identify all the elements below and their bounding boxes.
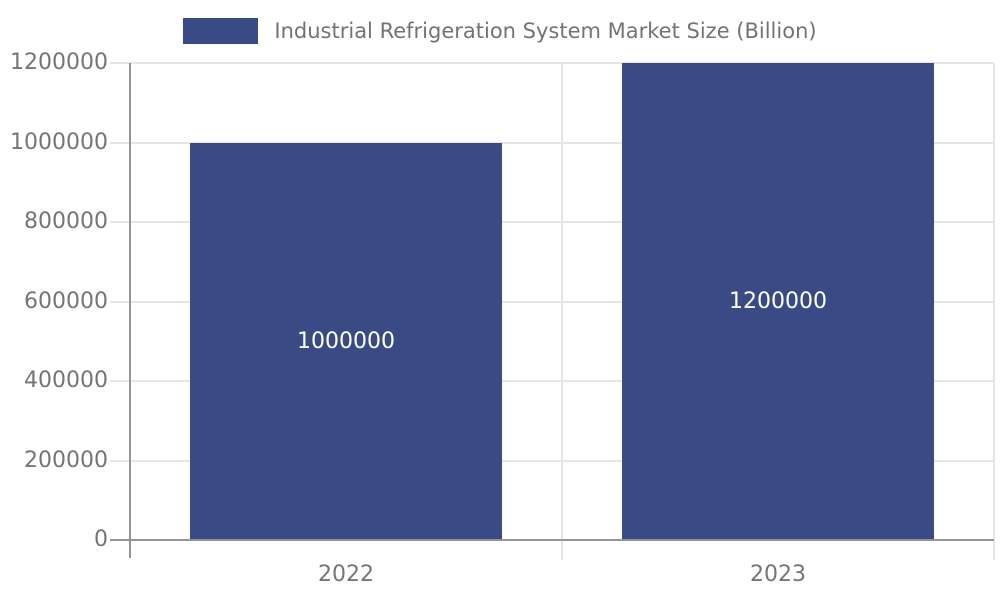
bar-2023[interactable]: 1200000 [622,63,934,540]
x-tick-label: 2022 [318,562,374,587]
y-tick-label: 200000 [24,447,108,473]
x-axis-line [110,539,994,541]
bar-value-label: 1000000 [296,328,395,354]
y-axis-line [129,63,131,558]
gridline-horizontal [110,300,994,303]
gridline-horizontal [110,141,994,144]
gridline-vertical [561,63,563,560]
x-tick-label: 2023 [750,562,806,587]
y-tick-label: 800000 [24,209,108,234]
legend-swatch [183,18,259,44]
y-tick-label: 1000000 [10,129,108,155]
y-tick-label: 600000 [24,288,108,314]
y-tick-label: 1200000 [10,50,108,75]
gridline-horizontal [110,221,994,223]
chart-legend[interactable]: Industrial Refrigeration System Market S… [0,14,1000,48]
gridline-horizontal [110,380,994,382]
gridline-horizontal [110,459,994,462]
legend-label: Industrial Refrigeration System Market S… [274,19,817,43]
bar-value-label: 1200000 [728,289,827,314]
gridline-horizontal [110,62,994,64]
y-tick-label: 0 [94,527,108,552]
y-tick-label: 400000 [24,368,108,393]
gridline-vertical [993,63,995,560]
bar-2022[interactable]: 1000000 [190,142,502,540]
